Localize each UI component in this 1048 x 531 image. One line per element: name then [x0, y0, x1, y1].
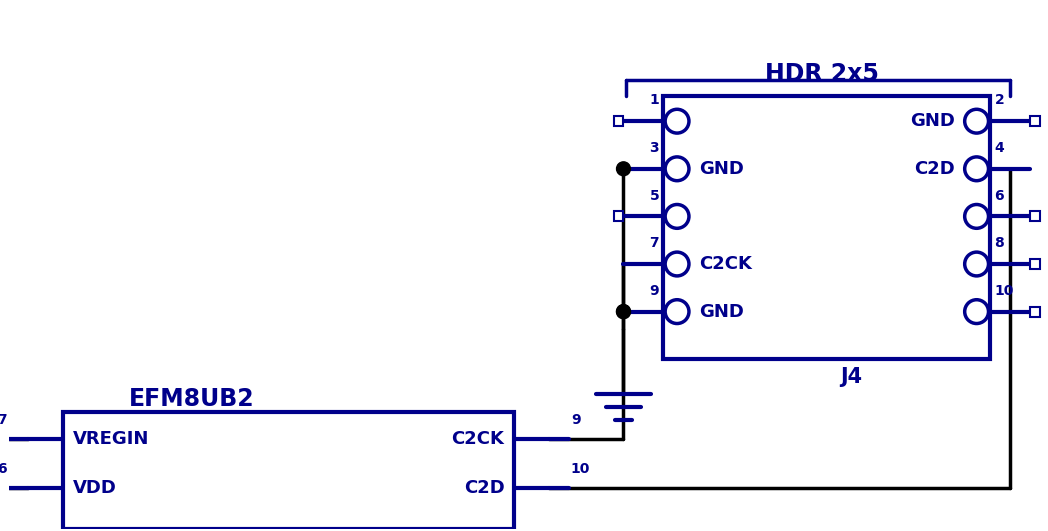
Circle shape: [616, 305, 631, 319]
Text: C2D: C2D: [914, 160, 955, 178]
Text: 7: 7: [650, 236, 659, 250]
Text: GND: GND: [699, 303, 744, 321]
Circle shape: [665, 204, 689, 228]
Text: 9: 9: [650, 284, 659, 298]
Text: HDR 2x5: HDR 2x5: [765, 62, 879, 85]
Circle shape: [616, 162, 631, 176]
Text: 2: 2: [995, 93, 1004, 107]
Text: C2D: C2D: [463, 479, 504, 497]
Text: 10: 10: [571, 463, 590, 476]
Bar: [1030, 307, 1040, 316]
Text: 4: 4: [995, 141, 1004, 155]
Text: GND: GND: [699, 160, 744, 178]
Circle shape: [965, 299, 988, 323]
Text: VDD: VDD: [73, 479, 117, 497]
Bar: [613, 116, 624, 126]
Bar: [1030, 259, 1040, 269]
Text: 7: 7: [0, 413, 6, 427]
Circle shape: [665, 252, 689, 276]
Circle shape: [665, 299, 689, 323]
Circle shape: [965, 157, 988, 181]
Text: 6: 6: [0, 463, 6, 476]
Bar: [663, 97, 990, 359]
Bar: [1030, 116, 1040, 126]
Circle shape: [965, 204, 988, 228]
Circle shape: [665, 157, 689, 181]
Bar: [1030, 211, 1040, 221]
Text: 5: 5: [650, 189, 659, 202]
Text: 1: 1: [650, 93, 659, 107]
Circle shape: [965, 109, 988, 133]
Text: 3: 3: [650, 141, 659, 155]
Circle shape: [665, 109, 689, 133]
Bar: [63, 412, 515, 529]
Text: EFM8UB2: EFM8UB2: [129, 387, 255, 411]
Text: 8: 8: [995, 236, 1004, 250]
Text: GND: GND: [910, 112, 955, 130]
Text: C2CK: C2CK: [452, 430, 504, 448]
Text: 9: 9: [571, 413, 581, 427]
Circle shape: [616, 305, 631, 319]
Bar: [613, 211, 624, 221]
Text: VREGIN: VREGIN: [73, 430, 150, 448]
Text: J4: J4: [840, 367, 863, 387]
Text: 10: 10: [995, 284, 1013, 298]
Text: 6: 6: [995, 189, 1004, 202]
Text: C2CK: C2CK: [699, 255, 751, 273]
Circle shape: [965, 252, 988, 276]
